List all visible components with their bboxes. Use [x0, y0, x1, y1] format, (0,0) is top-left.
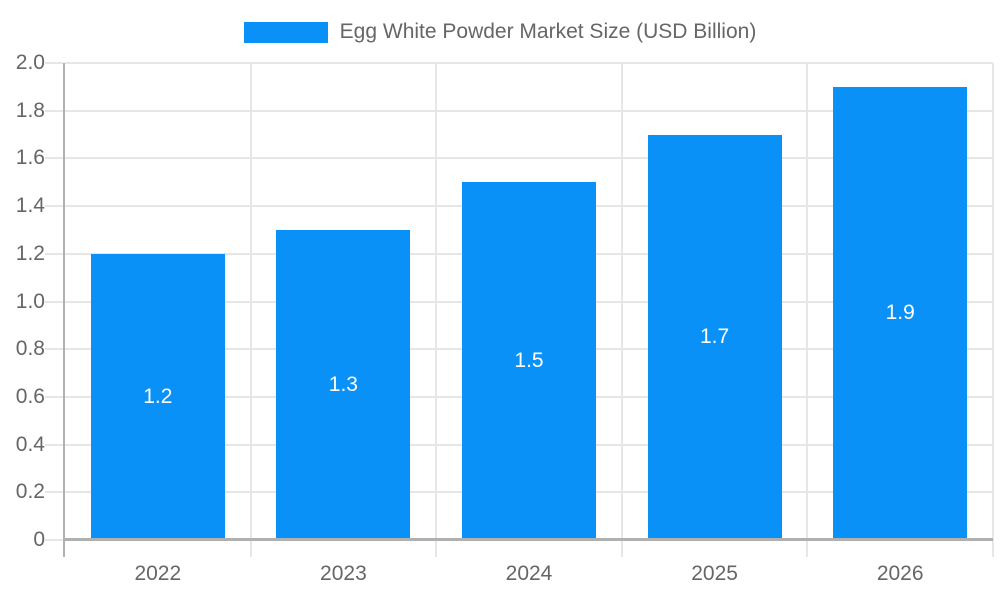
x-axis-label: 2022	[134, 562, 182, 585]
x-gridline	[806, 63, 809, 540]
y-axis-tick	[45, 395, 63, 398]
x-axis-label: 2024	[505, 562, 553, 585]
plot-area: 0 0.2 0.4 0.6 0.8 1.0 1.2 1.4 1.6 1.8 2.0 1.2 1.3 1.5…	[16, 51, 994, 585]
legend-label: Egg White Powder Market Size (USD Billio…	[339, 20, 757, 43]
y-gridline	[65, 157, 993, 160]
x-axis-label: 2026	[876, 562, 924, 585]
bar-value-label: 1.7	[699, 325, 730, 349]
y-axis-label: 0.4	[15, 432, 45, 456]
bar-value-label: 1.3	[328, 372, 358, 396]
x-axis-label: 2023	[320, 562, 367, 585]
chart-legend[interactable]: Egg White Powder Market Size (USD Billio…	[0, 19, 1000, 45]
y-axis-label: 0	[33, 528, 45, 551]
y-axis-label: 1.8	[15, 98, 45, 122]
y-axis-tick	[45, 252, 63, 255]
y-axis-tick	[45, 157, 63, 160]
bar-2023[interactable]	[276, 229, 411, 540]
x-gridline	[249, 63, 252, 540]
x-axis-tick	[435, 540, 438, 557]
y-axis-label: 1.2	[15, 241, 45, 265]
y-axis-label: 0.6	[15, 384, 45, 408]
y-axis-line	[63, 63, 65, 557]
bar-2022[interactable]	[90, 253, 225, 540]
bar-2026[interactable]	[833, 86, 968, 540]
legend-swatch	[243, 21, 328, 43]
y-axis-tick	[45, 491, 63, 494]
bar-value-label: 1.9	[885, 301, 915, 325]
y-axis-label: 0.2	[15, 480, 45, 504]
y-axis-tick	[45, 443, 63, 446]
bar-2025[interactable]	[647, 134, 782, 540]
bar-value-label: 1.2	[143, 384, 173, 408]
y-axis-tick	[45, 348, 63, 351]
x-gridline	[620, 63, 623, 540]
x-axis-tick	[806, 540, 809, 557]
y-axis-label: 1.0	[15, 289, 45, 313]
x-gridline	[992, 63, 994, 540]
x-axis-line	[63, 538, 993, 541]
y-axis-label: 2.0	[15, 51, 45, 74]
y-axis-label: 1.6	[15, 146, 45, 170]
x-axis-tick	[992, 540, 994, 557]
y-axis-label: 1.4	[15, 194, 45, 218]
y-axis-tick	[45, 205, 63, 208]
x-axis-tick	[249, 540, 252, 557]
y-axis-tick	[45, 539, 63, 541]
x-axis-tick	[620, 540, 623, 557]
bar-value-label: 1.5	[514, 349, 544, 373]
x-axis-label: 2025	[691, 562, 738, 585]
y-axis-tick	[45, 300, 63, 303]
y-gridline	[65, 62, 993, 64]
x-gridline	[435, 63, 438, 540]
y-axis-label: 0.8	[15, 337, 45, 361]
y-gridline	[65, 109, 993, 112]
y-axis-tick	[45, 109, 63, 112]
bar-2024[interactable]	[462, 182, 596, 540]
y-axis-tick	[45, 62, 63, 64]
